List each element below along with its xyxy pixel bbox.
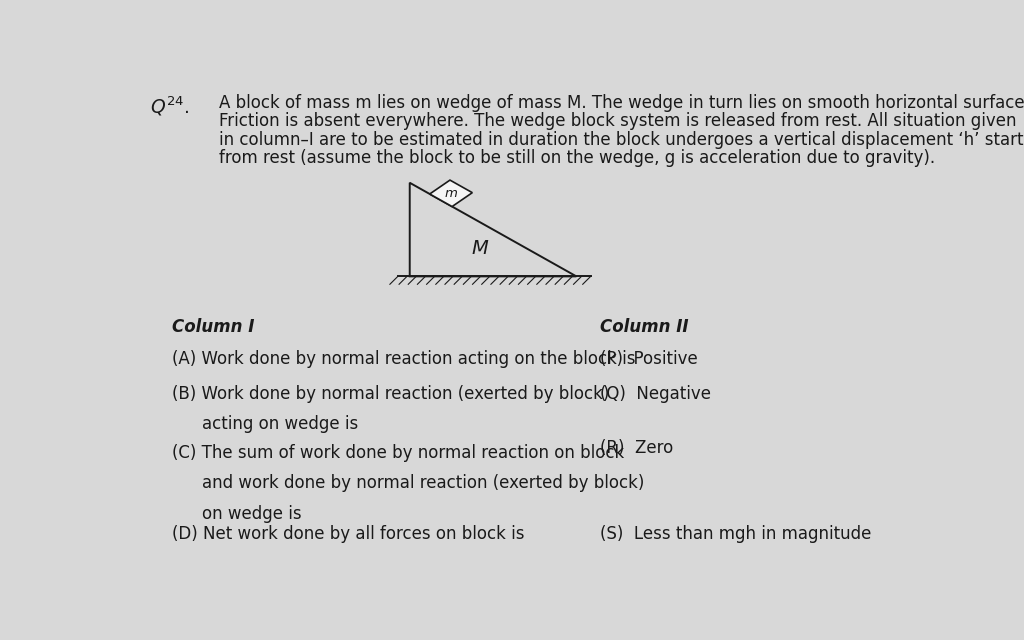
Text: (C) The sum of work done by normal reaction on block: (C) The sum of work done by normal react… xyxy=(172,444,624,462)
Text: Friction is absent everywhere. The wedge block system is released from rest. All: Friction is absent everywhere. The wedge… xyxy=(219,112,1017,131)
Text: Column I: Column I xyxy=(172,318,254,336)
Text: Column II: Column II xyxy=(600,318,689,336)
Text: m: m xyxy=(444,187,458,200)
Text: (A) Work done by normal reaction acting on the block is: (A) Work done by normal reaction acting … xyxy=(172,350,635,368)
Text: A block of mass m lies on wedge of mass M. The wedge in turn lies on smooth hori: A block of mass m lies on wedge of mass … xyxy=(219,94,1024,112)
Text: in column–I are to be estimated in duration the block undergoes a vertical displ: in column–I are to be estimated in durat… xyxy=(219,131,1024,148)
Text: (B) Work done by normal reaction (exerted by block): (B) Work done by normal reaction (exerte… xyxy=(172,385,609,403)
Text: (P)  Positive: (P) Positive xyxy=(600,350,698,368)
Text: acting on wedge is: acting on wedge is xyxy=(202,415,358,433)
Text: on wedge is: on wedge is xyxy=(202,505,301,523)
Text: $Q^{24}.$: $Q^{24}.$ xyxy=(151,94,189,118)
Text: (Q)  Negative: (Q) Negative xyxy=(600,385,712,403)
Text: and work done by normal reaction (exerted by block): and work done by normal reaction (exerte… xyxy=(202,474,644,493)
Text: from rest (assume the block to be still on the wedge, g is acceleration due to g: from rest (assume the block to be still … xyxy=(219,148,935,167)
Text: (R)  Zero: (R) Zero xyxy=(600,439,674,457)
Polygon shape xyxy=(430,180,472,207)
Text: M: M xyxy=(471,239,488,258)
Text: (S)  Less than mgh in magnitude: (S) Less than mgh in magnitude xyxy=(600,525,871,543)
Text: (D) Net work done by all forces on block is: (D) Net work done by all forces on block… xyxy=(172,525,524,543)
